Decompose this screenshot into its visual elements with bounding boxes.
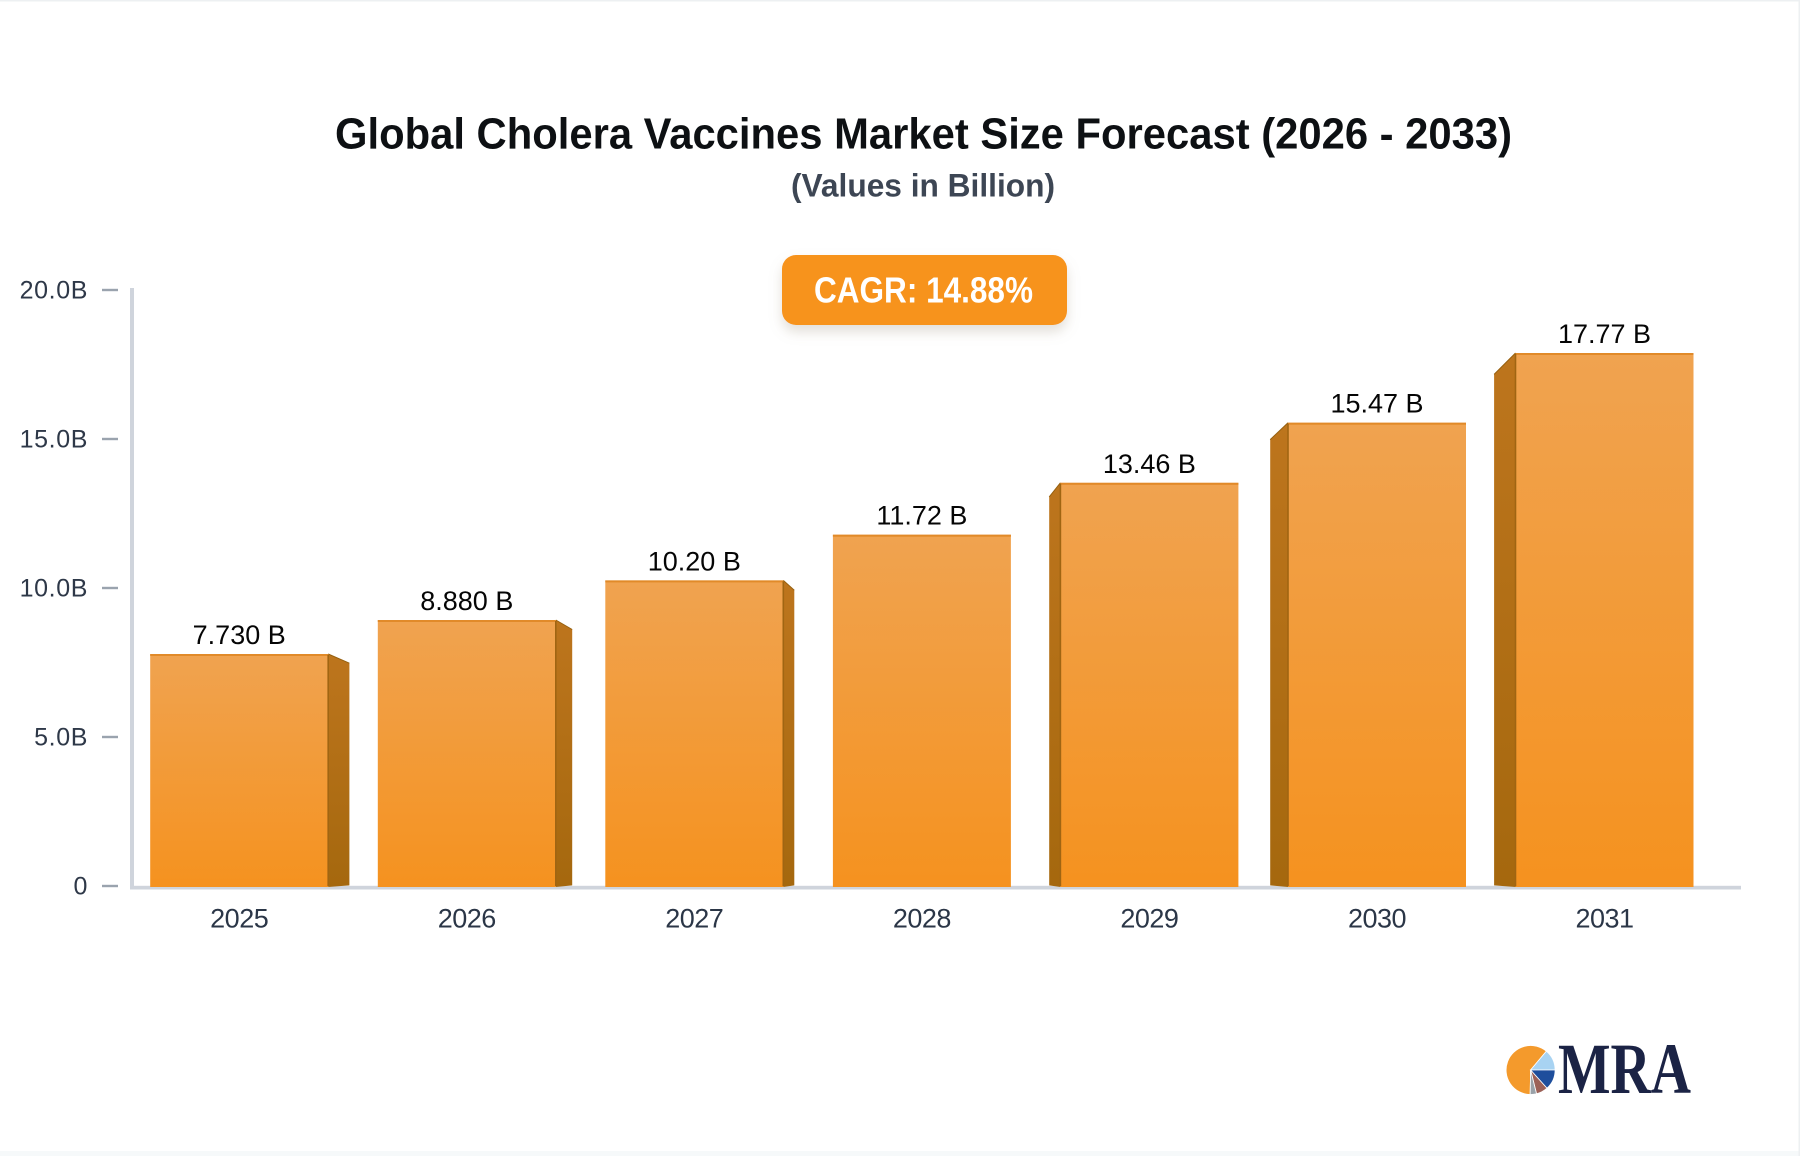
svg-text:2026: 2026 [438,904,496,934]
svg-text:2028: 2028 [893,904,951,934]
svg-text:(Values in Billion): (Values in Billion) [791,168,1055,204]
svg-text:5.0B: 5.0B [34,724,88,752]
svg-text:20.0B: 20.0B [20,277,88,305]
svg-text:2031: 2031 [1575,904,1633,934]
svg-text:11.72 B: 11.72 B [876,501,967,531]
svg-text:15.0B: 15.0B [20,426,88,454]
svg-text:CAGR: 14.88%: CAGR: 14.88% [814,270,1033,311]
svg-text:2025: 2025 [210,904,268,934]
svg-text:0: 0 [73,873,88,901]
svg-text:2027: 2027 [665,904,723,934]
svg-text:15.47 B: 15.47 B [1330,389,1423,419]
svg-text:2029: 2029 [1120,904,1178,934]
svg-text:8.880 B: 8.880 B [420,586,513,616]
svg-text:Global Cholera Vaccines Market: Global Cholera Vaccines Market Size Fore… [335,110,1512,159]
svg-text:2030: 2030 [1348,904,1406,934]
svg-text:7.730 B: 7.730 B [193,620,286,650]
svg-text:17.77 B: 17.77 B [1558,319,1651,349]
svg-text:10.0B: 10.0B [20,575,88,603]
svg-text:13.46 B: 13.46 B [1103,449,1196,479]
svg-text:MRA: MRA [1558,1029,1691,1109]
svg-text:10.20 B: 10.20 B [648,546,741,576]
